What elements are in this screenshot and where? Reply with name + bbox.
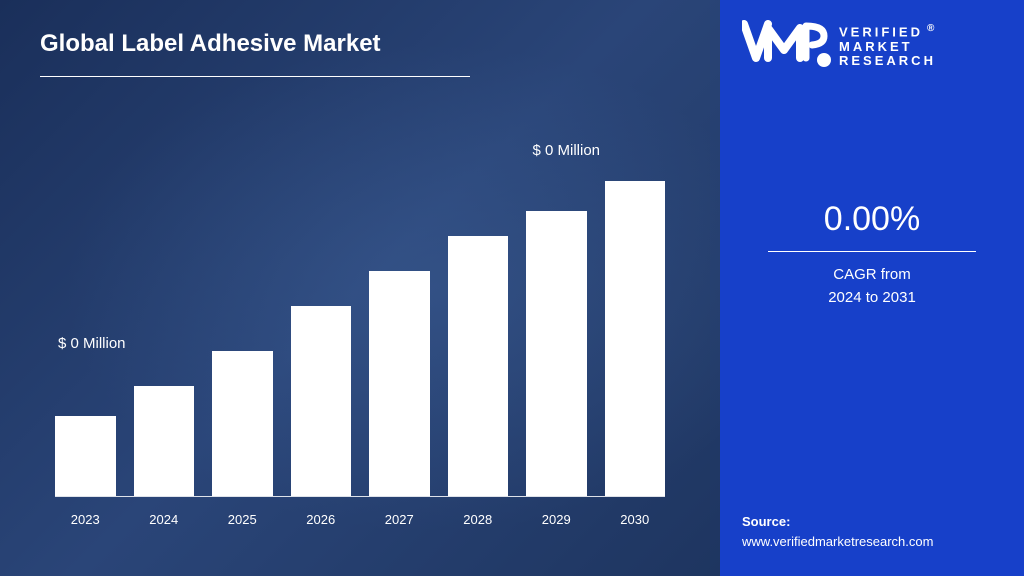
cagr-caption-line-2: 2024 to 2031	[828, 289, 916, 306]
title-divider	[40, 76, 470, 77]
bar	[212, 351, 273, 496]
x-axis-label: 2029	[526, 512, 587, 527]
cagr-caption: CAGR from 2024 to 2031	[750, 264, 994, 309]
cagr-block: 0.00% CAGR from 2024 to 2031	[720, 200, 1024, 309]
sidebar-panel: VERIFIED ® MARKET RESEARCH 0.00% CAGR fro…	[720, 0, 1024, 576]
x-axis-labels: 2023 2024 2025 2026 2027 2028 2029 2030	[55, 512, 665, 527]
brand-line-1: VERIFIED	[839, 24, 923, 39]
cagr-value: 0.00%	[750, 200, 994, 239]
bar	[448, 236, 509, 496]
main-chart-panel: Global Label Adhesive Market $ 0 Million…	[0, 0, 720, 576]
bar	[55, 416, 116, 496]
brand-text: VERIFIED ® MARKET RESEARCH	[839, 20, 937, 68]
vmr-logo-icon	[742, 20, 834, 70]
bar	[134, 386, 195, 496]
registered-mark: ®	[927, 23, 937, 34]
bar-chart: $ 0 Million $ 0 Million 2023202420252026…	[40, 117, 680, 527]
bar	[291, 306, 352, 496]
x-axis-label: 2024	[134, 512, 195, 527]
cagr-caption-line-1: CAGR from	[833, 266, 911, 283]
source-url: www.verifiedmarketresearch.com	[742, 532, 933, 552]
chart-title: Global Label Adhesive Market	[40, 30, 680, 58]
bar	[369, 271, 430, 496]
brand-line-3: RESEARCH	[839, 54, 937, 68]
x-axis-label: 2023	[55, 512, 116, 527]
x-axis-label: 2026	[291, 512, 352, 527]
x-axis-label: 2030	[605, 512, 666, 527]
source-block: Source: www.verifiedmarketresearch.com	[742, 512, 933, 551]
cagr-divider	[768, 251, 976, 252]
source-label: Source:	[742, 512, 933, 532]
bar	[605, 181, 666, 496]
logo: VERIFIED ® MARKET RESEARCH	[742, 20, 1002, 70]
brand-line-2: MARKET	[839, 40, 937, 54]
end-value-label: $ 0 Million	[532, 142, 600, 159]
x-axis-label: 2027	[369, 512, 430, 527]
x-axis-label: 2028	[448, 512, 509, 527]
bars-group	[55, 167, 665, 497]
x-axis-label: 2025	[212, 512, 273, 527]
bar	[526, 211, 587, 496]
